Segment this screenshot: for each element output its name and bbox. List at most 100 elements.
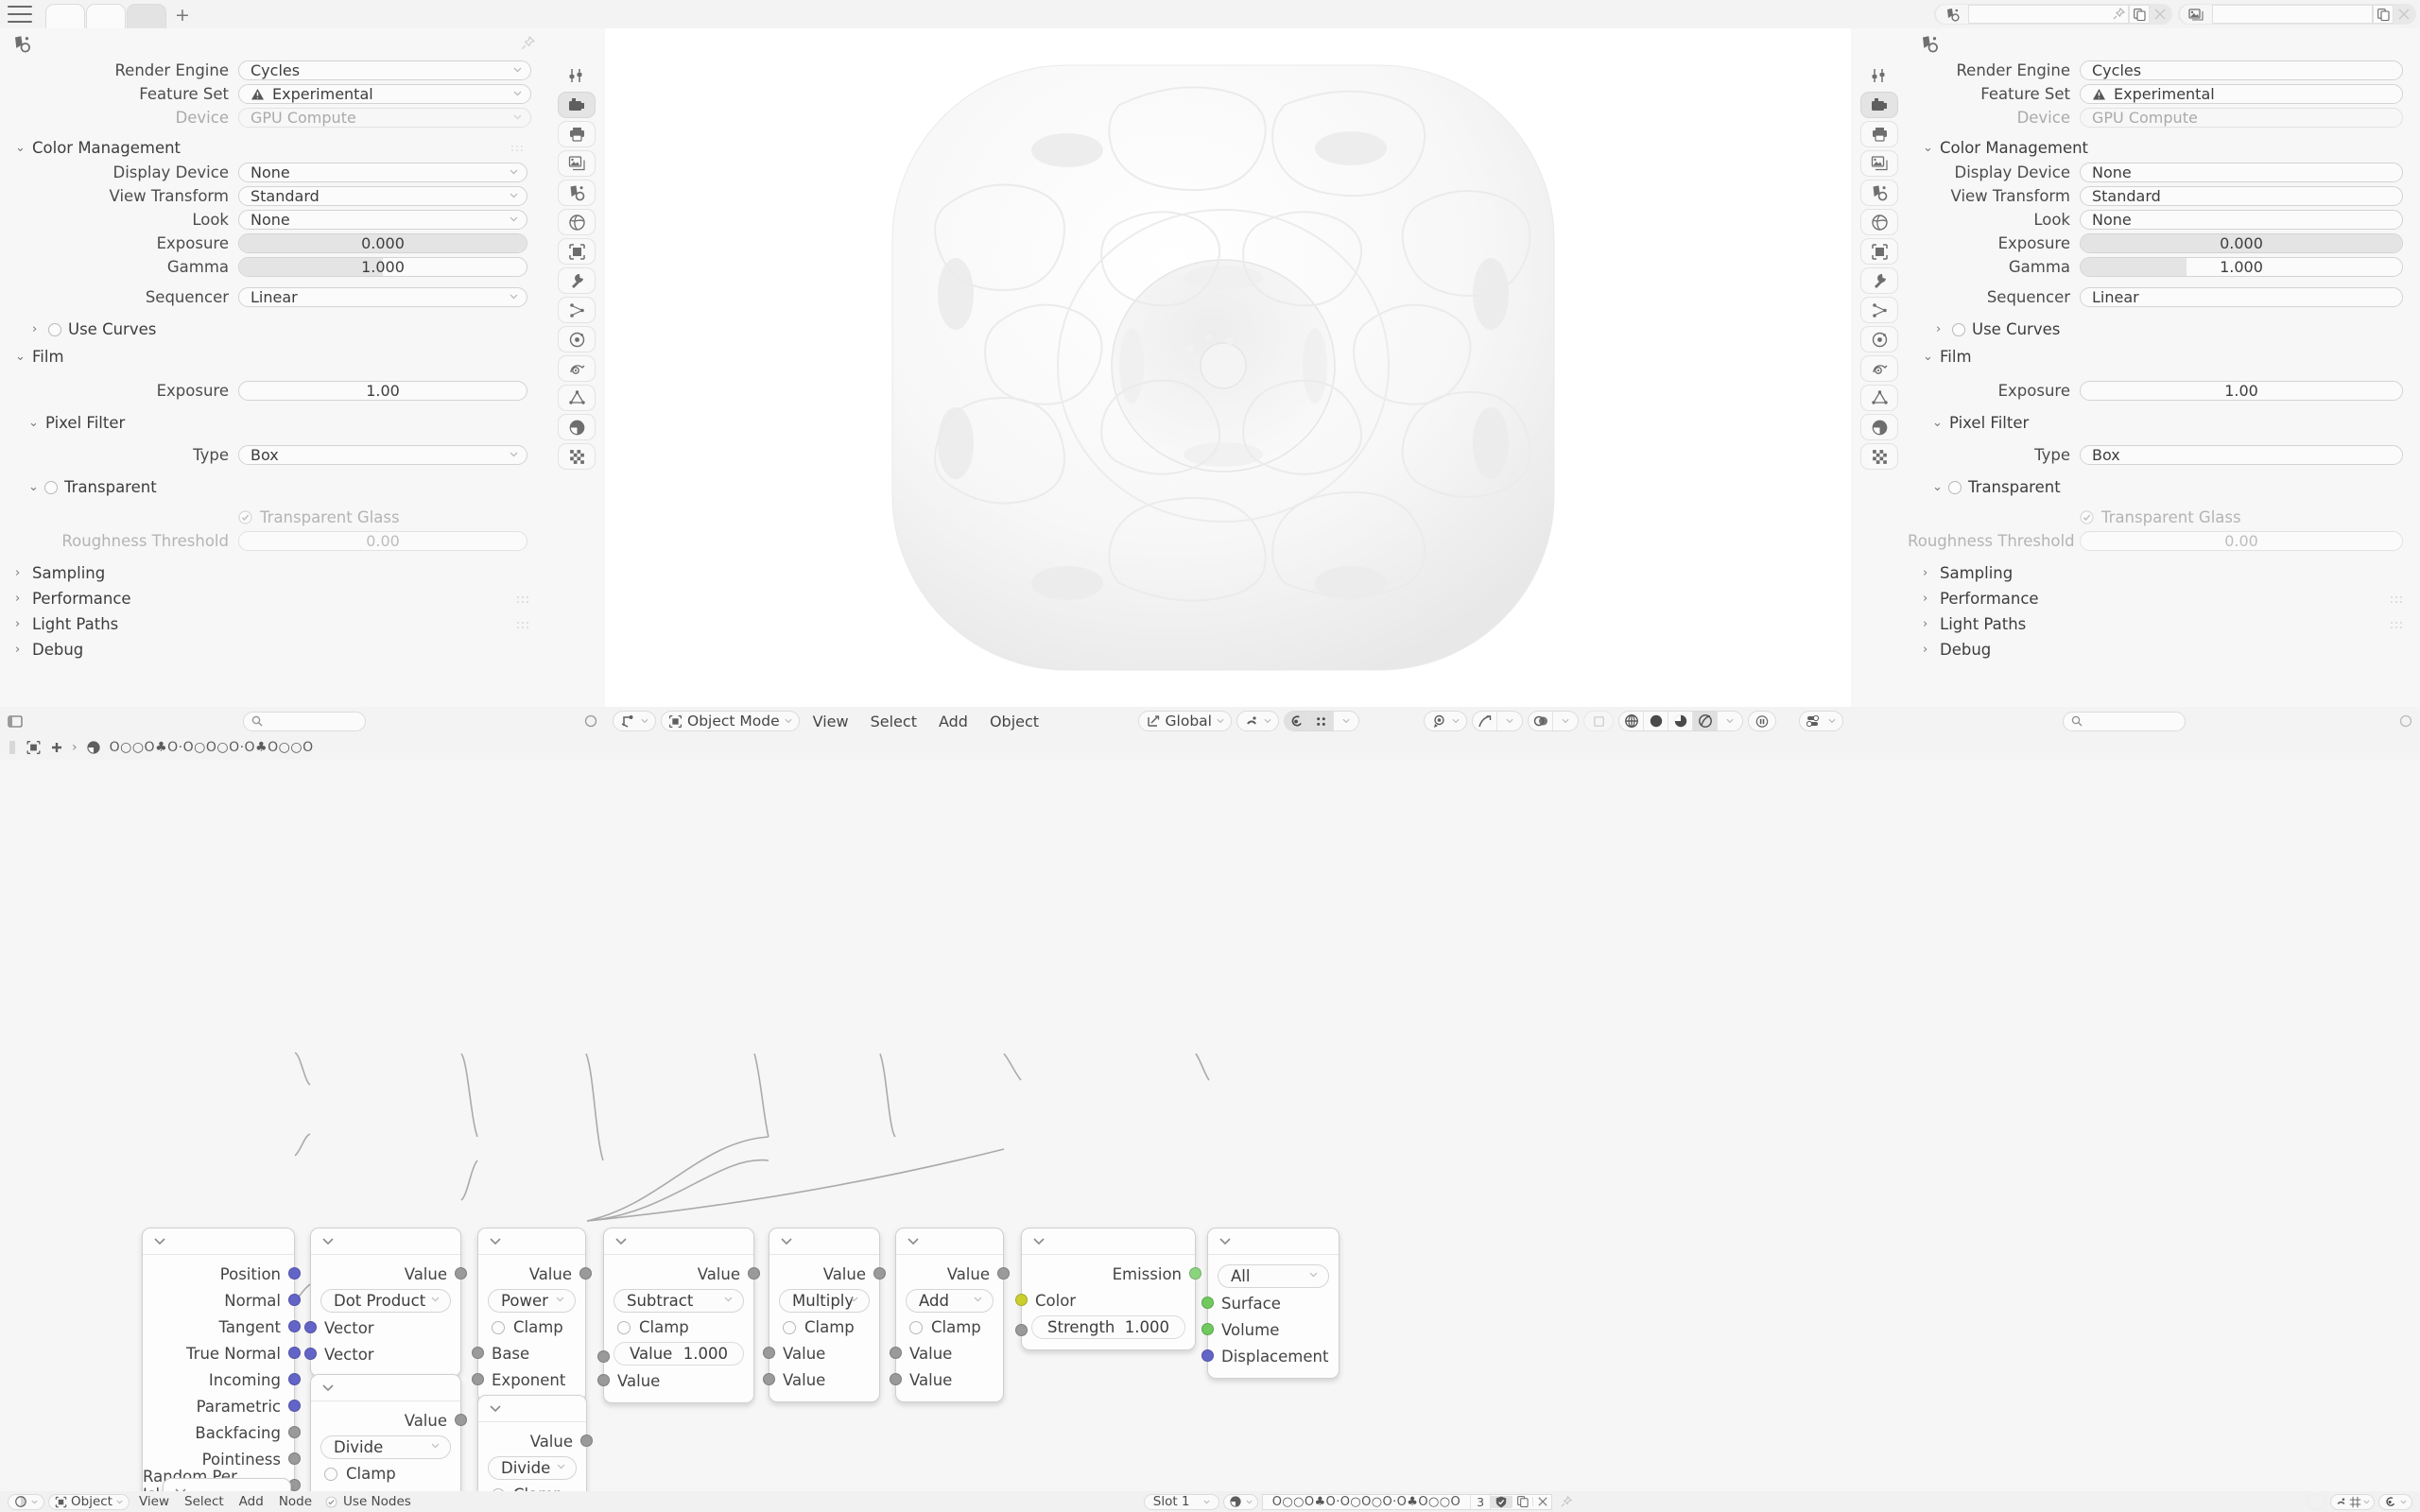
target-dropdown[interactable]: All (1218, 1264, 1329, 1288)
clamp-checkbox[interactable] (492, 1320, 505, 1334)
value-field-a[interactable]: Value 1.000 (614, 1342, 744, 1366)
socket-row-true-normal[interactable]: True Normal (143, 1340, 301, 1366)
feature-set-dropdown[interactable]: Experimental (2080, 84, 2403, 104)
proportional-falloff-icon[interactable] (1309, 712, 1334, 730)
socket-row-color[interactable]: Color (1015, 1287, 1195, 1314)
clamp-checkbox[interactable] (617, 1320, 631, 1334)
material-name-value[interactable]: O○○O♣O·O○O○O·O♣O○○O (1271, 1494, 1461, 1509)
socket-emission-out[interactable] (1189, 1267, 1201, 1280)
socket-value-b[interactable] (890, 1373, 902, 1385)
chevron-down-icon[interactable] (1334, 712, 1358, 730)
socket-row-surface[interactable]: Surface (1201, 1290, 1339, 1316)
socket-row-value-b[interactable]: Value (763, 1366, 879, 1393)
object-shader-icon[interactable] (26, 740, 42, 755)
look-dropdown[interactable]: None (238, 210, 527, 230)
socket-strength[interactable] (1015, 1324, 1028, 1336)
socket-row-emission[interactable]: Emission (1022, 1261, 1201, 1287)
unlink-material-icon[interactable] (2150, 5, 2170, 24)
socket-color[interactable] (1015, 1294, 1028, 1306)
node-emission[interactable]: Emission Color Strength 1.000 (1015, 1228, 1201, 1350)
socket-row-parametric[interactable]: Parametric (143, 1393, 301, 1419)
shading-modes-group[interactable] (1618, 711, 1743, 731)
debug-section[interactable]: › Debug (1908, 637, 2420, 662)
properties-tab-modifiers[interactable] (558, 267, 596, 294)
socket-vector-2[interactable] (304, 1348, 317, 1360)
socket-value-out[interactable] (873, 1267, 886, 1280)
node-canvas[interactable]: Position Normal Tangent True Normal Inco… (0, 760, 2420, 1491)
material-icon[interactable] (1936, 5, 1968, 24)
socket-row-value[interactable]: Value (604, 1261, 760, 1287)
node-material-output[interactable]: All Surface Volume Displacement (1201, 1228, 1340, 1379)
pixel-filter-type-dropdown[interactable]: Box (2080, 445, 2403, 465)
view-transform-dropdown[interactable]: Standard (2080, 186, 2403, 206)
material-users-count[interactable]: 3 (1470, 1494, 1492, 1509)
light-paths-section[interactable]: › Light Paths (0, 611, 548, 637)
viewport-menu-add[interactable]: Add (938, 712, 968, 730)
sampling-section[interactable]: › Sampling (0, 560, 548, 586)
properties-tab-particles[interactable] (558, 297, 596, 323)
socket-row-backfacing[interactable]: Backfacing (143, 1419, 301, 1446)
properties-tab-output[interactable] (558, 121, 596, 147)
properties-tab-data[interactable] (1860, 385, 1898, 411)
render-engine-dropdown[interactable]: Cycles (238, 60, 531, 80)
socket-backfacing[interactable] (288, 1426, 301, 1438)
transparent-row[interactable]: ⌄ Transparent (0, 474, 548, 500)
socket-row-value[interactable]: Value (478, 1428, 593, 1454)
socket-row-value-a[interactable]: Value (311, 1486, 460, 1492)
socket-volume[interactable] (1201, 1323, 1214, 1335)
image-name-field[interactable] (2212, 5, 2373, 24)
properties-tab-render[interactable] (558, 92, 596, 118)
xray-toggle[interactable] (1583, 711, 1614, 731)
node-header[interactable] (896, 1228, 1003, 1255)
socket-row-value-a[interactable]: Value (763, 1340, 879, 1366)
socket-row-position[interactable]: Position (143, 1261, 301, 1287)
socket-normal[interactable] (288, 1294, 301, 1306)
socket-value-b[interactable] (597, 1374, 610, 1386)
use-curves-checkbox[interactable] (48, 322, 61, 336)
pause-render-button[interactable] (1748, 711, 1776, 731)
operation-dropdown[interactable]: Dot Product (320, 1289, 451, 1313)
socket-true-normal[interactable] (288, 1347, 301, 1359)
transparent-row[interactable]: ⌄ Transparent (1908, 474, 2420, 500)
film-section[interactable]: ⌄ Film (0, 344, 548, 369)
sampling-section[interactable]: › Sampling (1908, 560, 2420, 586)
socket-row-pointiness[interactable]: Pointiness (143, 1446, 301, 1472)
properties-tab-physics[interactable] (1860, 326, 1898, 352)
use-curves-row[interactable]: › Use Curves (1908, 317, 2420, 342)
socket-value-b[interactable] (763, 1373, 775, 1385)
shader-type-dropdown[interactable]: Object (48, 1493, 130, 1510)
node-math-add[interactable]: Value Add Clamp Value Value (890, 1228, 1010, 1402)
socket-row-value-a[interactable]: Value (890, 1340, 1003, 1366)
add-node-plus-icon[interactable] (50, 741, 63, 754)
workspace-tab-2[interactable] (86, 4, 126, 28)
node-header[interactable] (478, 1228, 585, 1255)
use-curves-row[interactable]: › Use Curves (0, 317, 548, 342)
properties-tab-data[interactable] (558, 385, 596, 411)
socket-value-out[interactable] (580, 1435, 593, 1447)
pin-icon[interactable] (2112, 8, 2125, 21)
socket-row-value-b[interactable]: Value (890, 1366, 1003, 1393)
use-curves-checkbox[interactable] (1952, 322, 1965, 336)
operation-dropdown[interactable]: Divide (488, 1456, 577, 1480)
node-math-divide-lower[interactable]: Value Divide Clamp V1395.000 Val256.000 (163, 1478, 291, 1491)
properties-tab-scene[interactable] (558, 180, 596, 206)
socket-row-incoming[interactable]: Incoming (143, 1366, 301, 1393)
color-management-section[interactable]: ⌄ Color Management (1908, 135, 2420, 161)
workspace-tab-3[interactable] (127, 4, 166, 28)
node-math-power[interactable]: Value Power Clamp Base Exponent (472, 1228, 592, 1402)
snap-dropdown[interactable] (1236, 711, 1279, 731)
node-menu-select[interactable]: Select (184, 1494, 224, 1509)
exposure-slider[interactable]: 0.000 (2080, 233, 2403, 253)
socket-value-out[interactable] (748, 1267, 760, 1280)
shading-material-preview-icon[interactable] (1668, 712, 1693, 730)
image-icon[interactable] (2180, 5, 2212, 24)
node-menu-view[interactable]: View (138, 1494, 170, 1509)
properties-tab-physics[interactable] (558, 326, 596, 352)
shading-rendered-icon[interactable] (1693, 712, 1718, 730)
render-slot-dropdown[interactable]: Slot 1 (1143, 1493, 1219, 1510)
socket-row-displacement[interactable]: Displacement (1201, 1343, 1339, 1369)
socket-base[interactable] (472, 1347, 484, 1359)
properties-tab-particles[interactable] (1860, 297, 1898, 323)
gizmo-arrow-icon[interactable] (1473, 712, 1497, 730)
node-math-divide-upper[interactable]: Value Divide Clamp Value Value19.480 (310, 1374, 467, 1492)
